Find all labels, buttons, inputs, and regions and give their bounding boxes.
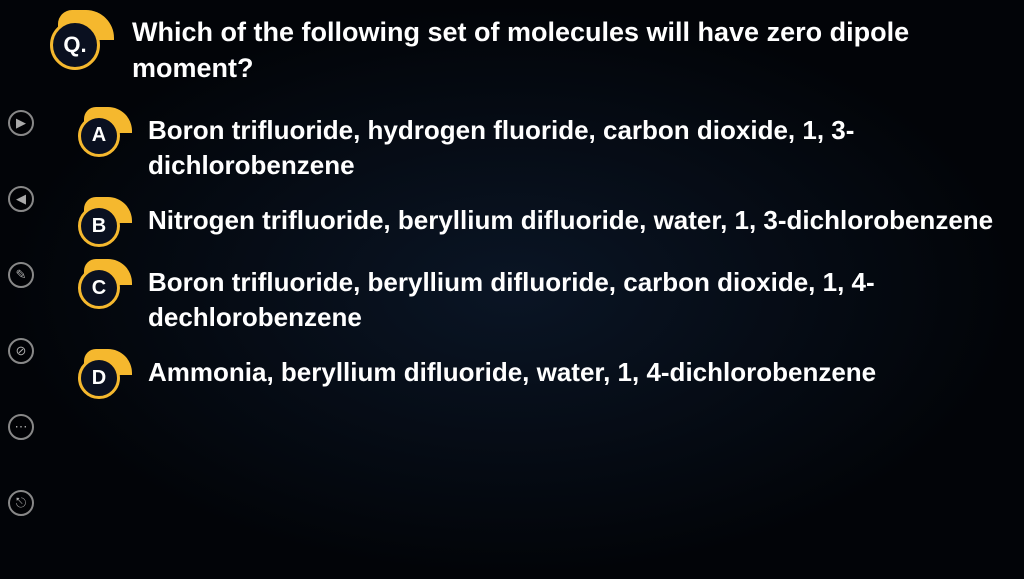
option-d-badge: D [78,349,132,397]
option-c-row[interactable]: C Boron trifluoride, beryllium difluorid… [50,259,1004,335]
option-a-letter: A [78,115,120,157]
option-b-badge: B [78,197,132,245]
option-d-row[interactable]: D Ammonia, beryllium difluoride, water, … [50,349,1004,397]
option-c-badge: C [78,259,132,307]
option-d-text: Ammonia, beryllium difluoride, water, 1,… [148,349,1004,390]
exit-icon[interactable]: ⎋ [8,490,34,516]
question-row: Q. Which of the following set of molecul… [50,10,1004,87]
option-b-text: Nitrogen trifluoride, beryllium difluori… [148,197,1004,238]
question-badge: Q. [50,10,114,66]
option-a-row[interactable]: A Boron trifluoride, hydrogen fluoride, … [50,107,1004,183]
question-text: Which of the following set of molecules … [132,10,1004,87]
option-c-text: Boron trifluoride, beryllium difluoride,… [148,259,1004,335]
option-b-row[interactable]: B Nitrogen trifluoride, beryllium difluo… [50,197,1004,245]
quiz-container: Q. Which of the following set of molecul… [0,0,1024,421]
question-marker: Q. [50,20,100,70]
option-c-letter: C [78,267,120,309]
option-d-letter: D [78,357,120,399]
option-a-badge: A [78,107,132,155]
option-b-letter: B [78,205,120,247]
option-a-text: Boron trifluoride, hydrogen fluoride, ca… [148,107,1004,183]
